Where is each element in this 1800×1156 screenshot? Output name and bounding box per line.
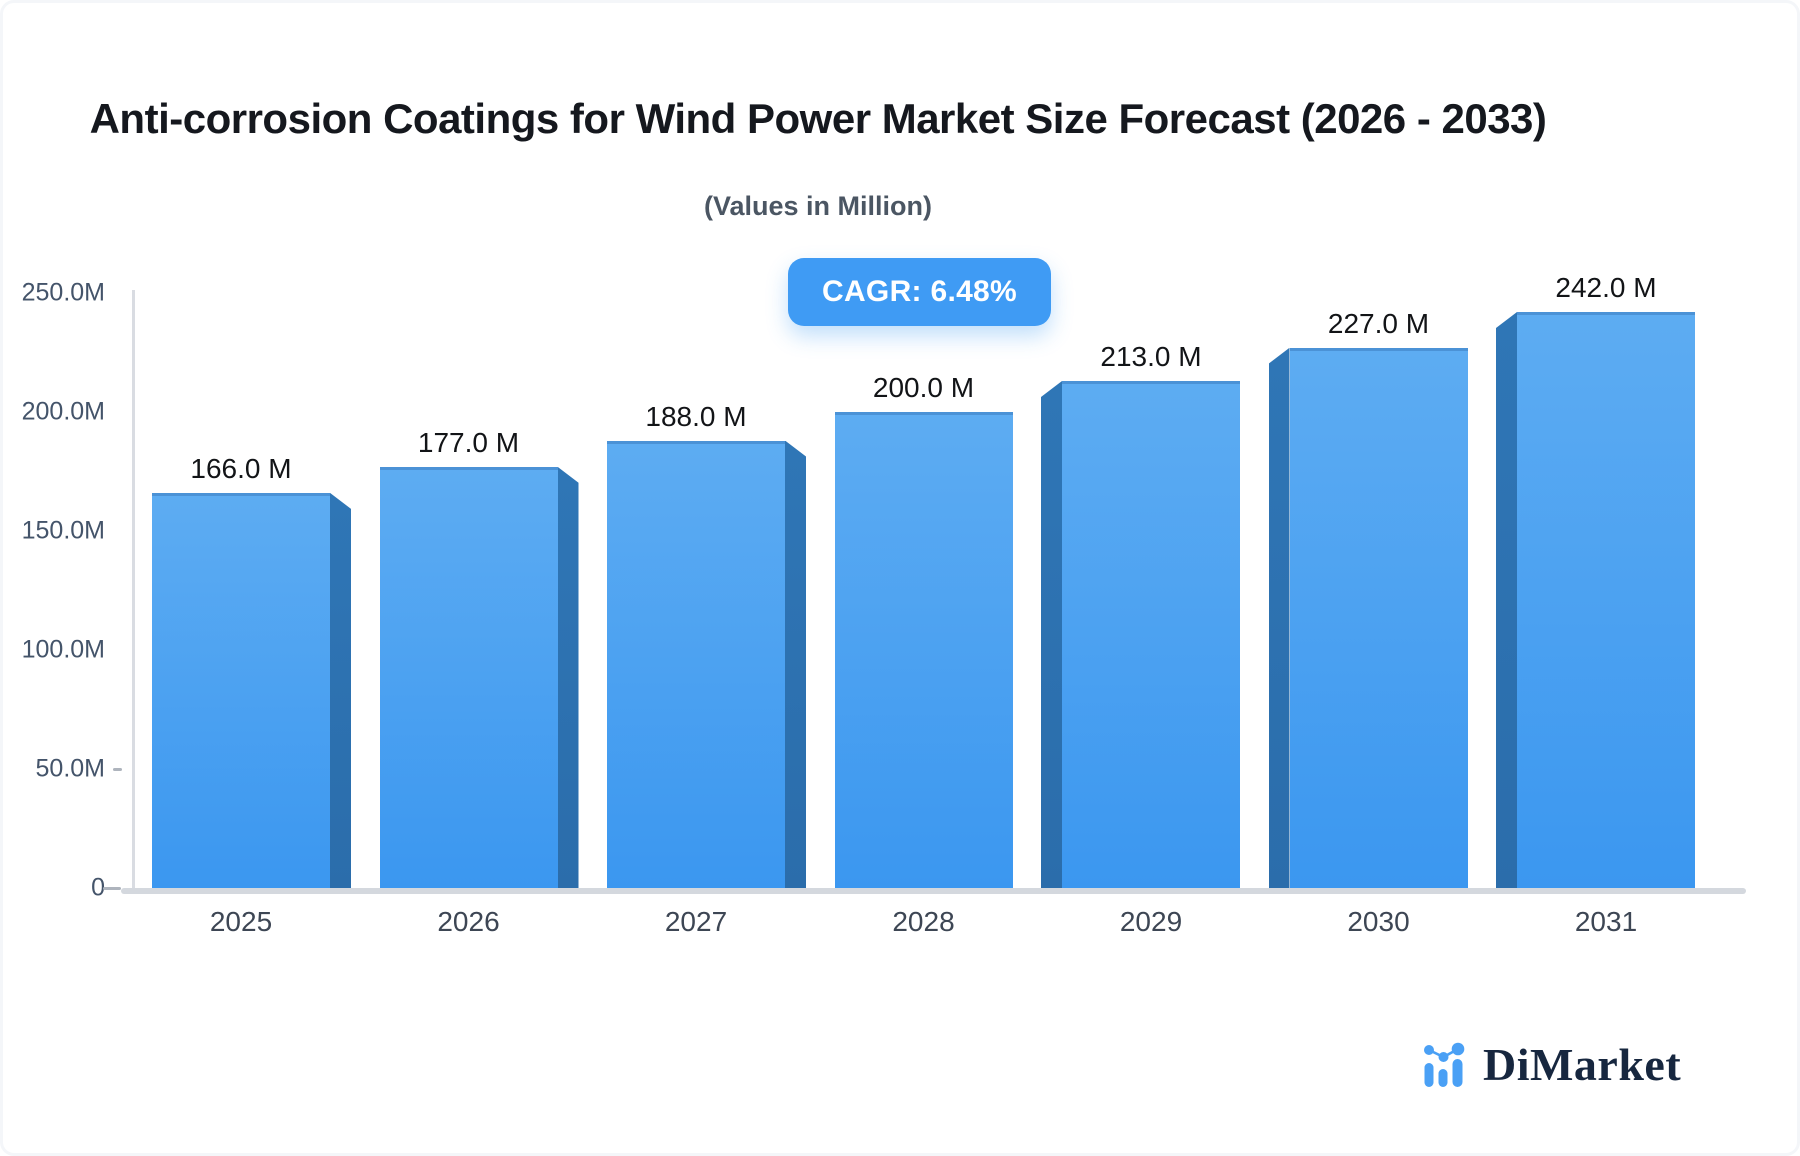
x-axis-label: 2027 xyxy=(664,906,728,937)
y-axis-tick-mark xyxy=(113,768,122,771)
bar-value-label: 177.0 M xyxy=(417,426,520,458)
y-axis-label: 100.0M xyxy=(21,635,105,664)
bar-2029[interactable] xyxy=(1062,381,1240,888)
bar-2026-side-face xyxy=(557,466,579,888)
bar-value-label: 200.0 M xyxy=(872,372,975,403)
bar-value-label: 242.0 M xyxy=(1555,272,1657,304)
x-axis-label: 2026 xyxy=(437,906,500,937)
bar-2030-side-face xyxy=(1268,347,1290,888)
y-axis-line xyxy=(132,290,135,888)
cagr-badge-label: CAGR: 6.48% xyxy=(822,275,1018,308)
x-axis-label: 2031 xyxy=(1574,906,1638,937)
bar-2025[interactable] xyxy=(152,492,330,888)
x-axis-label: 2028 xyxy=(892,906,955,937)
bar-2031-side-face xyxy=(1496,312,1517,888)
bar-2028[interactable] xyxy=(834,412,1013,888)
bar-2027-side-face xyxy=(785,440,806,888)
dimarket-logo: DiMarket xyxy=(1423,1041,1681,1089)
chart-subtitle: (Values in Million) xyxy=(703,191,933,221)
x-axis-baseline xyxy=(121,888,1746,894)
bar-2029-side-face xyxy=(1041,381,1062,888)
y-axis-label: 250.0M xyxy=(21,278,105,307)
bar-2027[interactable] xyxy=(607,440,785,888)
bar-2031[interactable] xyxy=(1517,312,1695,888)
y-axis-label: 200.0M xyxy=(21,397,105,426)
bar-value-label: 213.0 M xyxy=(1100,341,1202,373)
y-axis-label: 0 xyxy=(91,873,105,902)
bar-value-label: 227.0 M xyxy=(1327,307,1430,339)
bar-2026[interactable] xyxy=(379,466,558,888)
y-axis-label: 150.0M xyxy=(21,516,105,545)
x-axis-label: 2030 xyxy=(1347,906,1410,937)
y-axis-tick-mark xyxy=(103,887,121,890)
logo-text: DiMarket xyxy=(1483,1039,1682,1090)
x-axis-label: 2025 xyxy=(209,906,273,937)
bar-value-label: 166.0 M xyxy=(190,452,292,484)
bar-value-label: 188.0 M xyxy=(645,400,747,432)
bar-2030[interactable] xyxy=(1289,347,1468,888)
x-axis-label: 2029 xyxy=(1119,906,1183,937)
bar-2025-side-face xyxy=(330,492,351,888)
page-title: Anti-corrosion Coatings for Wind Power M… xyxy=(89,95,1547,142)
cagr-badge: CAGR: 6.48% xyxy=(788,258,1052,326)
bar-line-chart-icon xyxy=(1424,1042,1465,1087)
y-axis-label: 50.0M xyxy=(35,754,105,783)
